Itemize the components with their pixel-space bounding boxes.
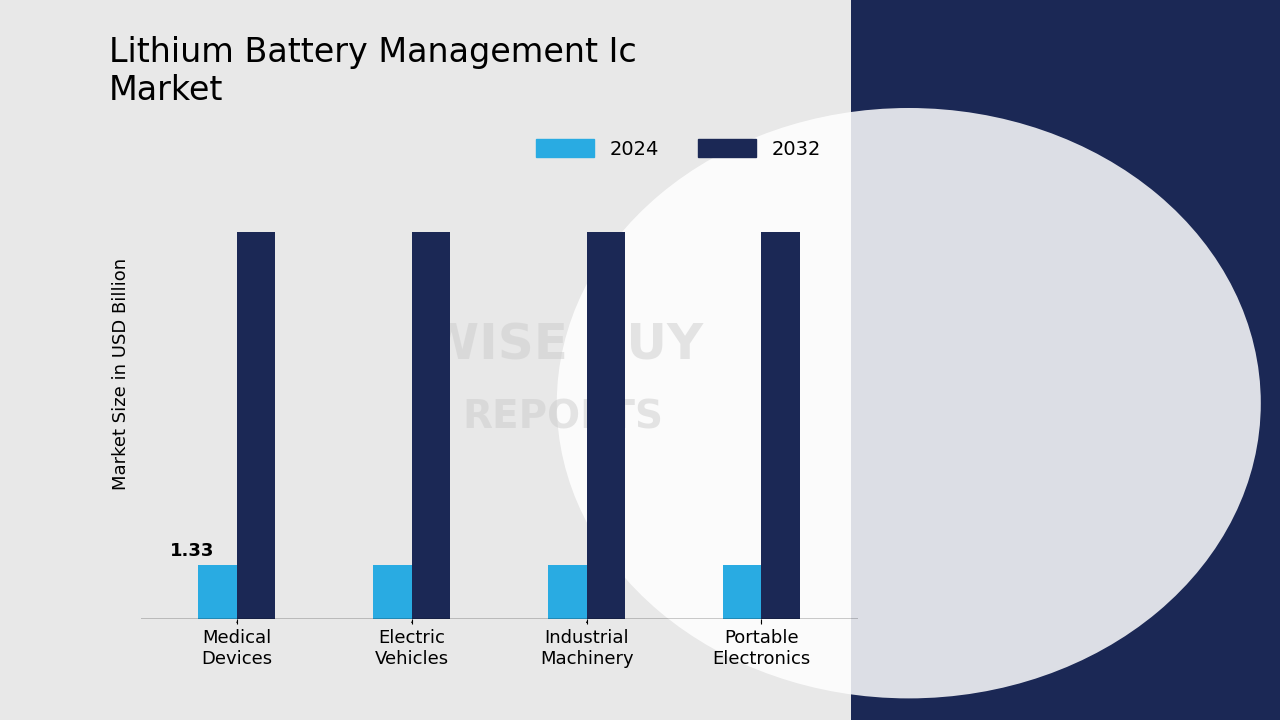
Text: 1.33: 1.33 bbox=[170, 542, 214, 560]
Text: REPORTS: REPORTS bbox=[462, 399, 664, 436]
Ellipse shape bbox=[557, 108, 1261, 698]
Y-axis label: Market Size in USD Billion: Market Size in USD Billion bbox=[111, 258, 129, 490]
Bar bbox=[237, 232, 275, 619]
Bar bbox=[723, 565, 762, 619]
Bar bbox=[586, 232, 625, 619]
Bar bbox=[548, 565, 586, 619]
Text: WISE GUY: WISE GUY bbox=[424, 322, 703, 369]
Legend: 2024, 2032: 2024, 2032 bbox=[536, 140, 820, 158]
Bar bbox=[762, 232, 800, 619]
Text: Lithium Battery Management Ic
Market: Lithium Battery Management Ic Market bbox=[109, 36, 636, 107]
Bar bbox=[374, 565, 412, 619]
Bar bbox=[412, 232, 451, 619]
Bar bbox=[198, 565, 237, 619]
